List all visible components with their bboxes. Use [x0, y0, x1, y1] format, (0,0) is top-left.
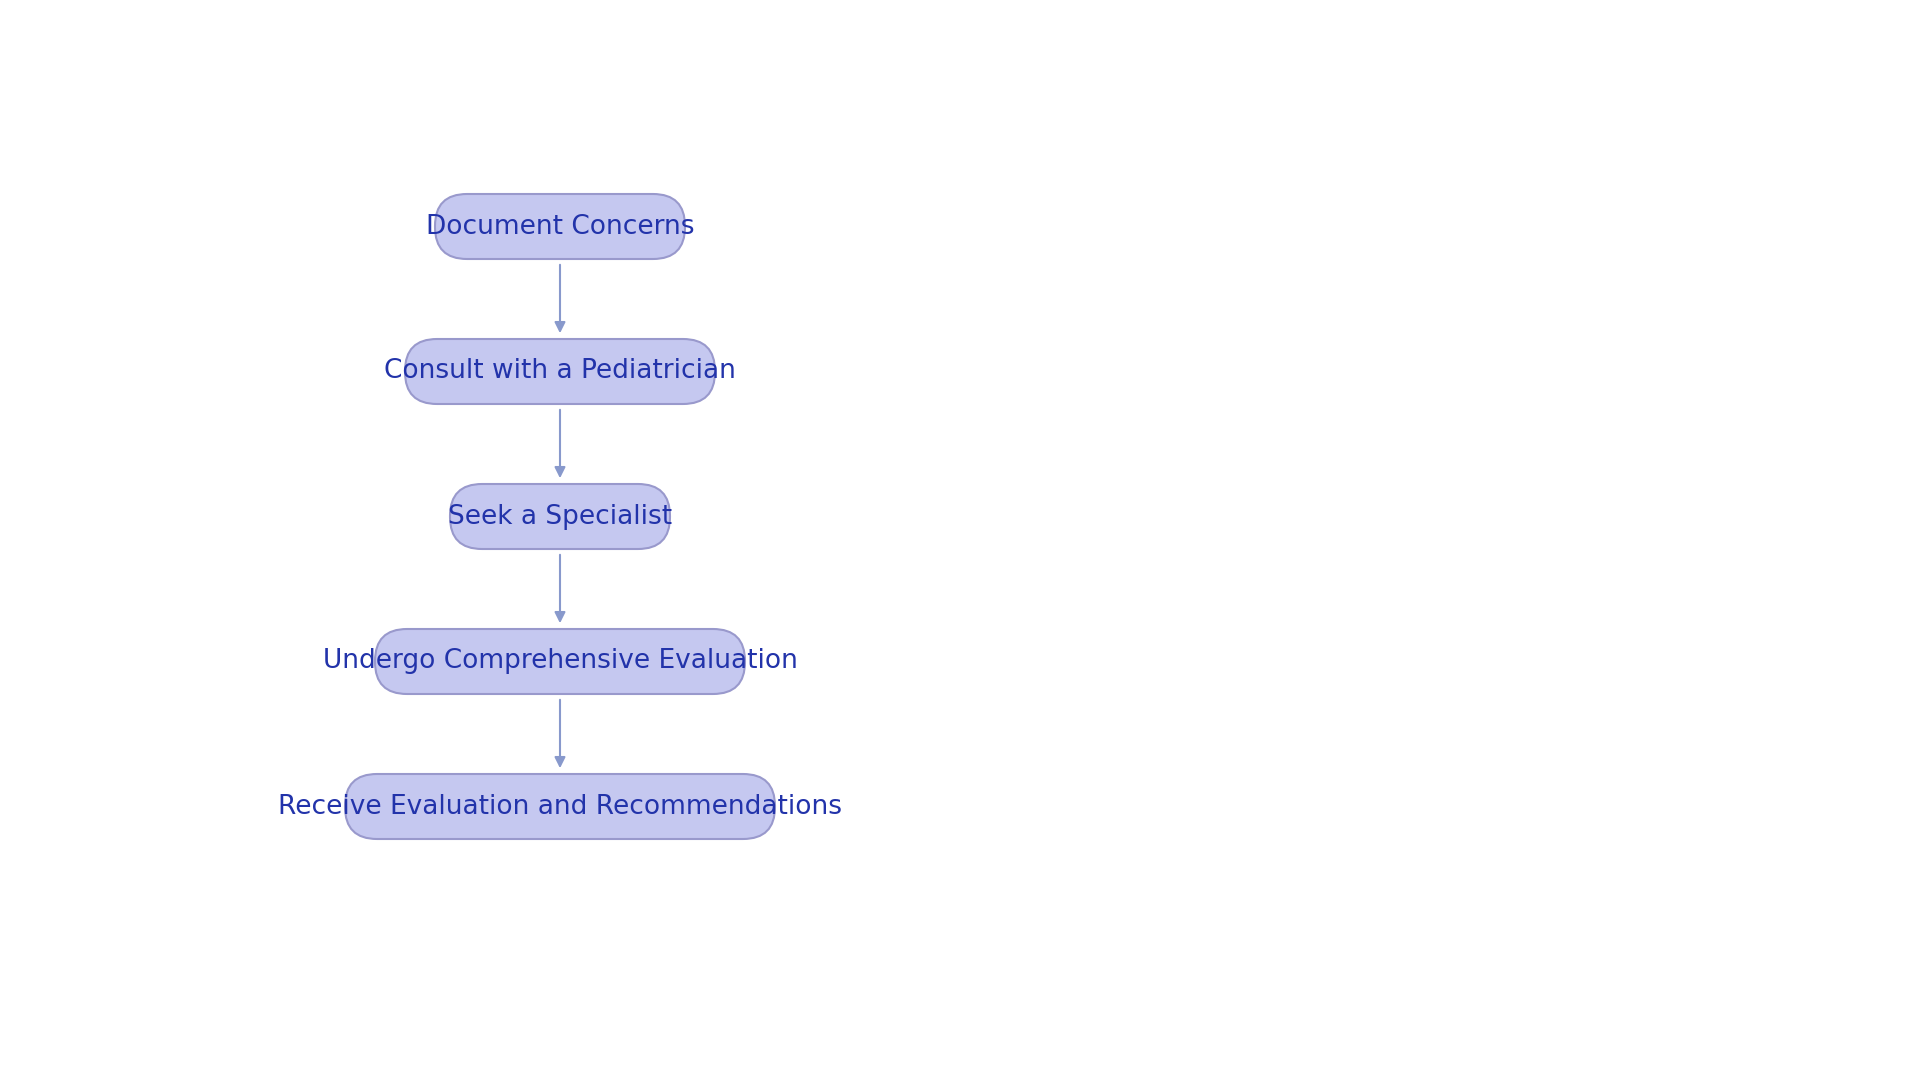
FancyBboxPatch shape: [346, 774, 776, 839]
FancyBboxPatch shape: [436, 194, 685, 259]
Text: Seek a Specialist: Seek a Specialist: [447, 504, 672, 530]
FancyBboxPatch shape: [374, 629, 745, 694]
Text: Consult with a Pediatrician: Consult with a Pediatrician: [384, 358, 735, 384]
Text: Receive Evaluation and Recommendations: Receive Evaluation and Recommendations: [278, 794, 843, 820]
FancyBboxPatch shape: [449, 484, 670, 549]
FancyBboxPatch shape: [405, 339, 714, 404]
Text: Document Concerns: Document Concerns: [426, 213, 695, 239]
Text: Undergo Comprehensive Evaluation: Undergo Comprehensive Evaluation: [323, 649, 797, 675]
